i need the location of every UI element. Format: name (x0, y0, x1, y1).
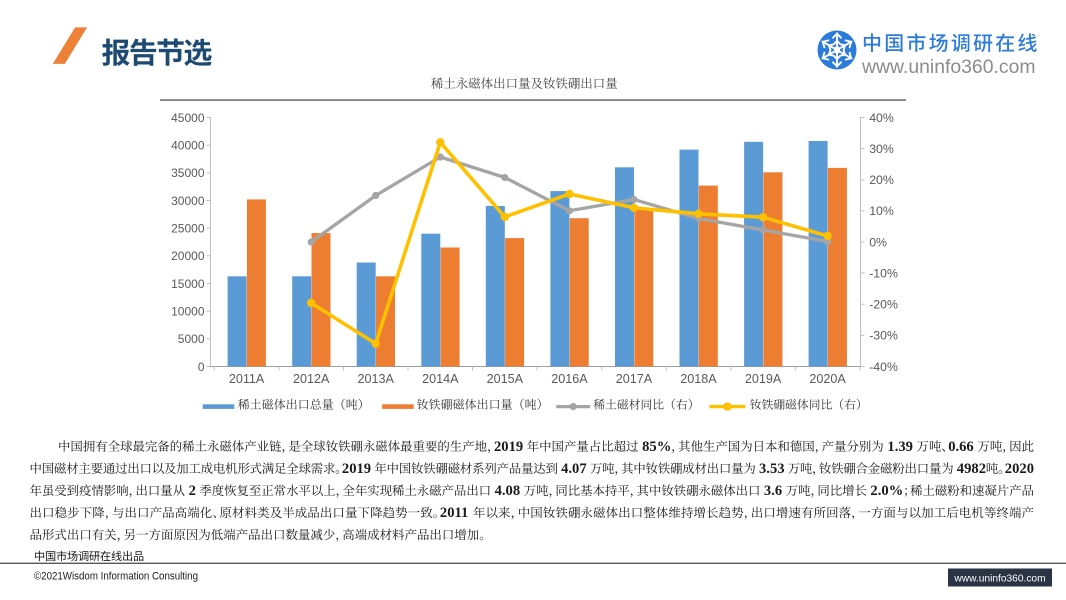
svg-text:4.07: 4.07 (561, 461, 587, 477)
svg-text:30%: 30% (869, 142, 894, 156)
svg-text:85%: 85% (642, 439, 671, 455)
svg-text:3.53: 3.53 (759, 461, 785, 477)
svg-text:2020A: 2020A (809, 372, 846, 386)
svg-text:0%: 0% (869, 235, 887, 249)
svg-text:1.39: 1.39 (887, 439, 913, 455)
svg-text:35000: 35000 (171, 166, 205, 180)
svg-text:www.uninfo360.com: www.uninfo360.com (861, 56, 1035, 78)
svg-text:2019: 2019 (342, 461, 371, 477)
svg-text:10000: 10000 (171, 305, 205, 319)
svg-text:4982: 4982 (957, 461, 986, 477)
svg-text:www.uninfo360.com: www.uninfo360.com (953, 573, 1045, 584)
svg-text:2020: 2020 (1005, 461, 1034, 477)
svg-text:3.6: 3.6 (764, 483, 782, 499)
svg-text:45000: 45000 (171, 111, 205, 125)
svg-text:-30%: -30% (869, 329, 898, 343)
svg-text:2012A: 2012A (293, 372, 330, 386)
svg-text:©2021Wisdom Information Consul: ©2021Wisdom Information Consulting (34, 570, 198, 582)
svg-text:15000: 15000 (171, 277, 205, 291)
svg-text:30000: 30000 (171, 194, 205, 208)
svg-text:20%: 20% (869, 173, 894, 187)
svg-text:0.66: 0.66 (948, 439, 974, 455)
svg-text:2: 2 (189, 483, 196, 499)
svg-text:2013A: 2013A (357, 372, 394, 386)
svg-text:40%: 40% (869, 111, 894, 125)
svg-text:40000: 40000 (171, 139, 205, 153)
svg-text:2.0%: 2.0% (870, 483, 903, 499)
svg-text:4.08: 4.08 (495, 483, 521, 499)
svg-text:-20%: -20% (869, 298, 898, 312)
svg-text:2011A: 2011A (229, 372, 265, 386)
svg-text:2016A: 2016A (551, 372, 588, 386)
svg-text:20000: 20000 (171, 249, 205, 263)
svg-text:5000: 5000 (178, 332, 205, 346)
svg-text:2015A: 2015A (487, 372, 524, 386)
svg-text:25000: 25000 (171, 222, 205, 236)
svg-text:0: 0 (198, 360, 205, 374)
svg-text:2018A: 2018A (680, 372, 717, 386)
svg-text:10%: 10% (869, 204, 894, 218)
svg-text:2019: 2019 (494, 439, 523, 455)
svg-text:-40%: -40% (869, 360, 898, 374)
svg-text:-10%: -10% (869, 266, 898, 280)
svg-text:2017A: 2017A (616, 372, 653, 386)
svg-text:2014A: 2014A (422, 372, 459, 386)
svg-text:2011: 2011 (440, 505, 468, 521)
svg-text:2019A: 2019A (745, 372, 782, 386)
